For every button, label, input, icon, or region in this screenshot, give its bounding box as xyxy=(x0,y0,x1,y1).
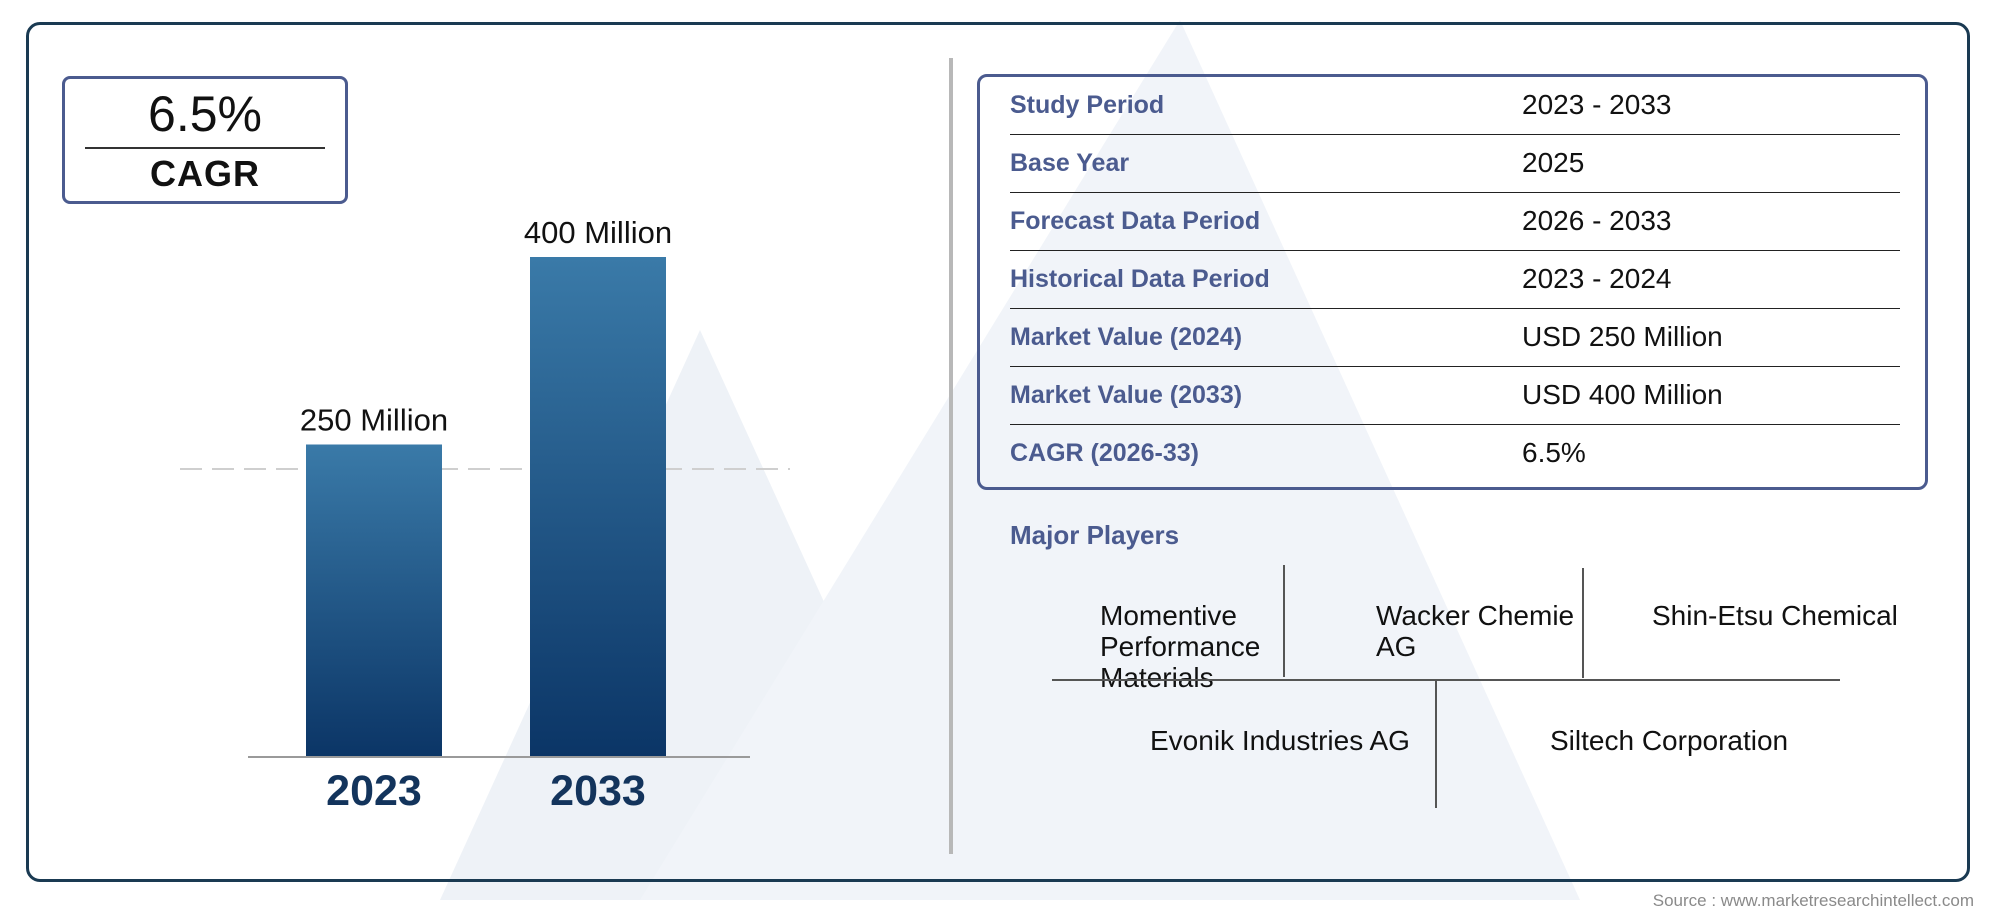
info-row: Base Year 2025 xyxy=(1010,135,1900,193)
info-value: 2023 - 2024 xyxy=(1522,263,1672,294)
bar-chart: 250 Million 2023 400 Million 2033 xyxy=(180,215,790,815)
info-value: 2023 - 2033 xyxy=(1522,89,1672,120)
info-label: Study Period xyxy=(1010,91,1165,119)
category-label: 2023 xyxy=(326,767,422,815)
info-row: Forecast Data Period 2026 - 2033 xyxy=(1010,193,1900,251)
source-credit: Source : www.marketresearchintellect.com xyxy=(1652,891,1974,910)
player-name: Siltech Corporation xyxy=(1550,725,1789,756)
info-label: Forecast Data Period xyxy=(1010,207,1261,235)
cagr-label: CAGR xyxy=(150,153,260,194)
cagr-divider xyxy=(85,147,325,149)
info-label: Market Value (2033) xyxy=(1010,381,1243,409)
section-divider xyxy=(949,58,953,854)
major-players-title: Major Players xyxy=(1010,520,1180,550)
market-info-table: Study Period 2023 - 2033 Base Year 2025 Fore… xyxy=(977,74,1928,490)
info-row: Market Value (2024) USD 250 Million xyxy=(1010,309,1900,367)
bar-2023 xyxy=(306,444,442,757)
info-row: Study Period 2023 - 2033 xyxy=(1010,77,1900,135)
info-label: CAGR (2026-33) xyxy=(1010,439,1199,467)
cagr-value: 6.5% xyxy=(148,86,262,142)
info-row: Historical Data Period 2023 - 2024 xyxy=(1010,251,1900,309)
players-grid-line xyxy=(1283,565,1285,677)
info-value: 2026 - 2033 xyxy=(1522,205,1672,236)
bar-value-label: 400 Million xyxy=(524,215,672,250)
players-grid-line xyxy=(1052,679,1840,681)
info-label: Base Year xyxy=(1010,149,1130,177)
info-value: 6.5% xyxy=(1522,437,1586,468)
info-value: 2025 xyxy=(1522,147,1585,178)
card-frame xyxy=(26,22,1970,882)
player-name: Evonik Industries AG xyxy=(1150,725,1410,756)
category-label: 2033 xyxy=(550,767,646,815)
bar-2033 xyxy=(530,257,666,757)
info-value: USD 250 Million xyxy=(1522,321,1723,352)
info-label: Historical Data Period xyxy=(1010,265,1270,293)
player-name: Wacker Chemie AG xyxy=(1376,600,1575,662)
bar-value-label: 250 Million xyxy=(300,403,448,438)
info-row: CAGR (2026-33) 6.5% xyxy=(1010,425,1900,483)
cagr-badge: 6.5% CAGR xyxy=(62,76,348,204)
info-label: Market Value (2024) xyxy=(1010,323,1243,351)
player-name: Shin-Etsu Chemical xyxy=(1652,600,1898,631)
players-grid-line xyxy=(1582,568,1584,678)
info-value: USD 400 Million xyxy=(1522,379,1723,410)
player-name: Momentive Performance Materials xyxy=(1100,600,1261,693)
info-row: Market Value (2033) USD 400 Million xyxy=(1010,367,1900,425)
players-grid-line xyxy=(1435,680,1437,808)
